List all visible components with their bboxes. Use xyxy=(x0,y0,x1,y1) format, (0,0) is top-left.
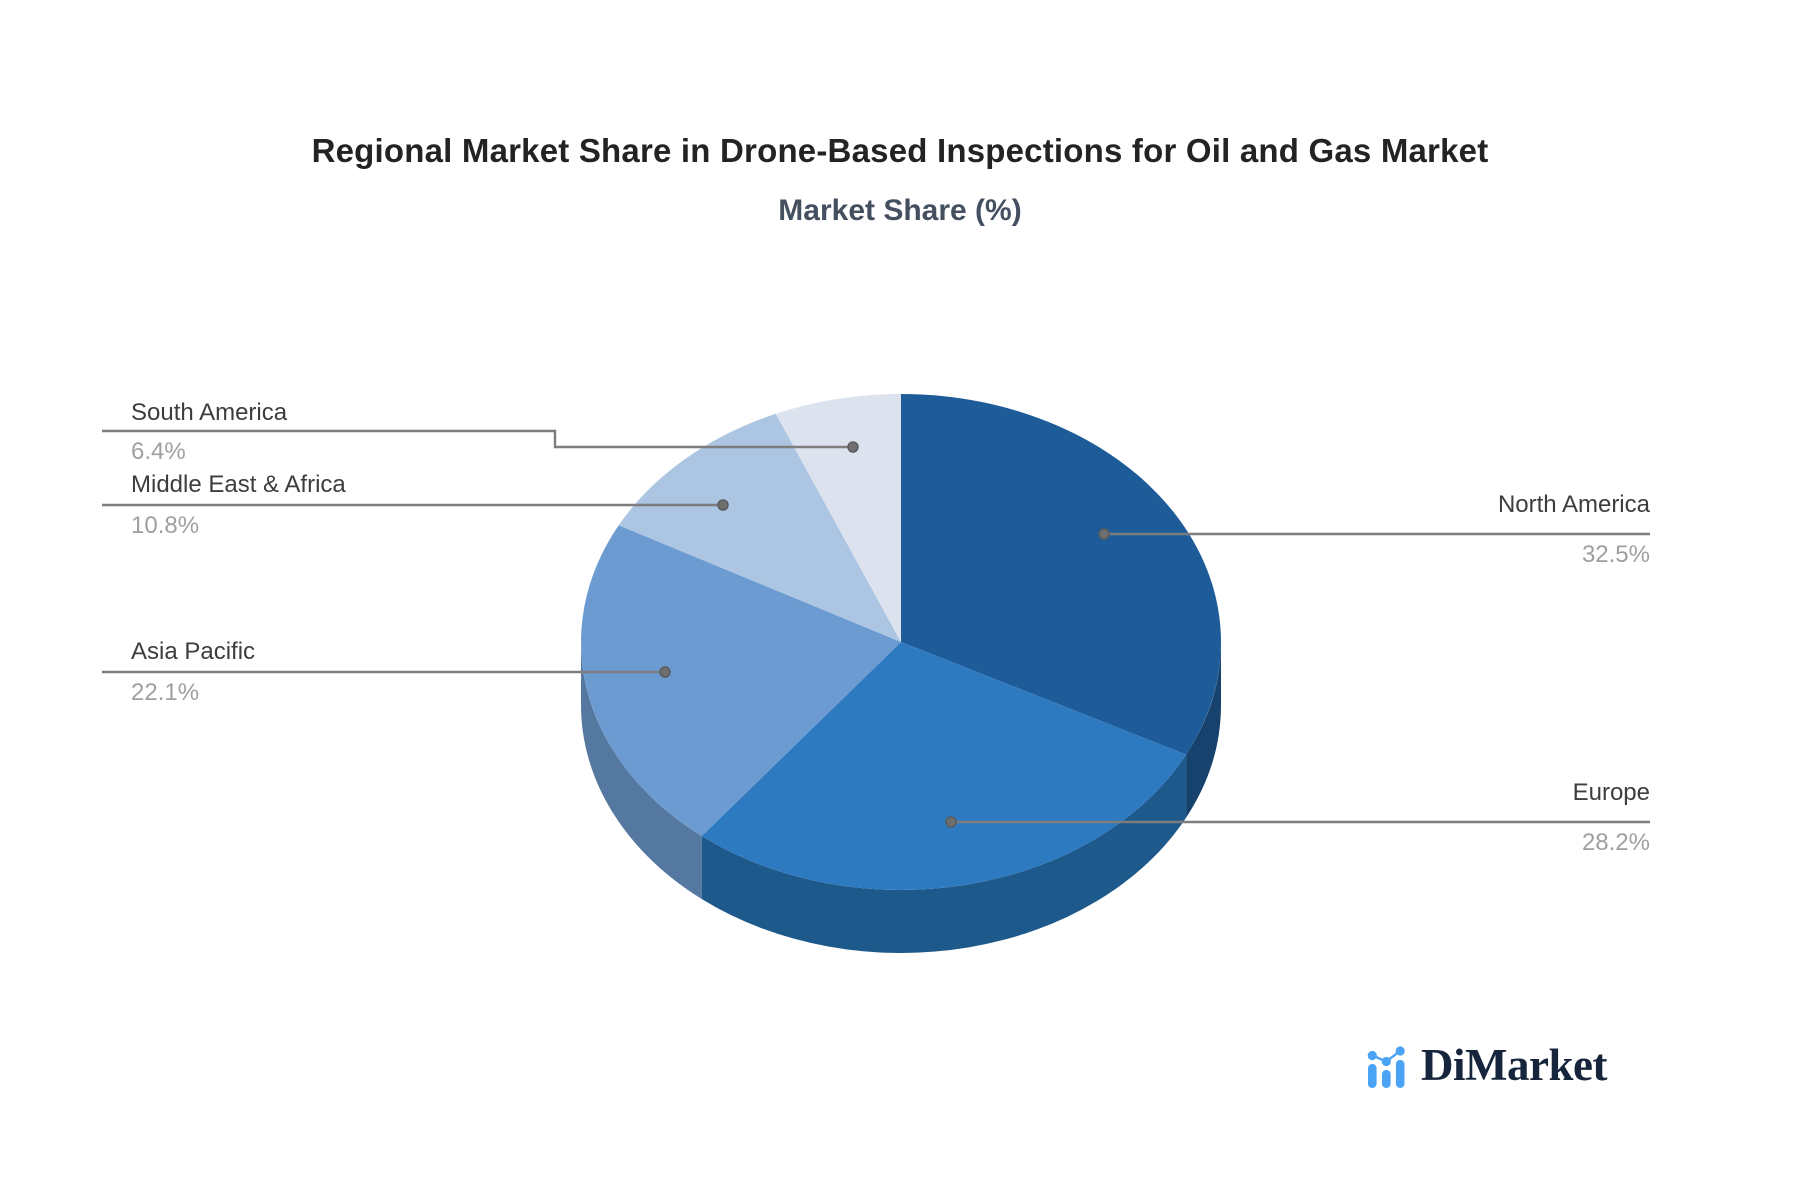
callout-dots xyxy=(659,441,1110,828)
pie-slice-north-america xyxy=(901,394,1221,755)
dot-north-america xyxy=(1098,528,1110,540)
dot-asia-pacific xyxy=(659,666,671,678)
callout-value-asia-pacific: 22.1% xyxy=(131,679,200,706)
dot-south-america xyxy=(847,441,859,453)
pie-slice-middle-east-africa xyxy=(618,413,901,642)
dot-middle-east-africa xyxy=(717,499,729,511)
callout-value-south-america: 6.4% xyxy=(131,438,186,465)
pie-slice-europe xyxy=(701,642,1187,890)
callout-value-middle-east-africa: 10.8% xyxy=(131,512,200,539)
callout-label-middle-east-africa: Middle East & Africa xyxy=(131,471,346,498)
pie-slice-south-america xyxy=(775,394,901,642)
brand-name: DiMarket xyxy=(1421,1040,1607,1090)
callout-label-europe: Europe xyxy=(1572,779,1650,806)
pie-side-asia-pacific xyxy=(581,642,702,899)
pie-slice-asia-pacific xyxy=(581,525,901,836)
pie-side-europe xyxy=(701,754,1187,953)
brand-logo: DiMarket xyxy=(1362,1040,1607,1090)
brand-chart-icon xyxy=(1367,1046,1405,1088)
chart-subtitle: Market Share (%) xyxy=(778,194,1022,227)
pie-group xyxy=(581,394,1221,953)
chart-title: Regional Market Share in Drone-Based Ins… xyxy=(311,132,1489,169)
callout-connectors xyxy=(102,429,1650,824)
callout-label-asia-pacific: Asia Pacific xyxy=(131,638,256,665)
connector-south-america xyxy=(102,429,853,449)
callout-value-europe: 28.2% xyxy=(1581,829,1650,856)
callout-value-north-america: 32.5% xyxy=(1581,541,1650,568)
pie-side-north-america xyxy=(1186,642,1221,818)
callout-label-north-america: North America xyxy=(1497,491,1650,518)
dot-europe xyxy=(945,816,957,828)
callout-label-south-america: South America xyxy=(131,399,288,426)
